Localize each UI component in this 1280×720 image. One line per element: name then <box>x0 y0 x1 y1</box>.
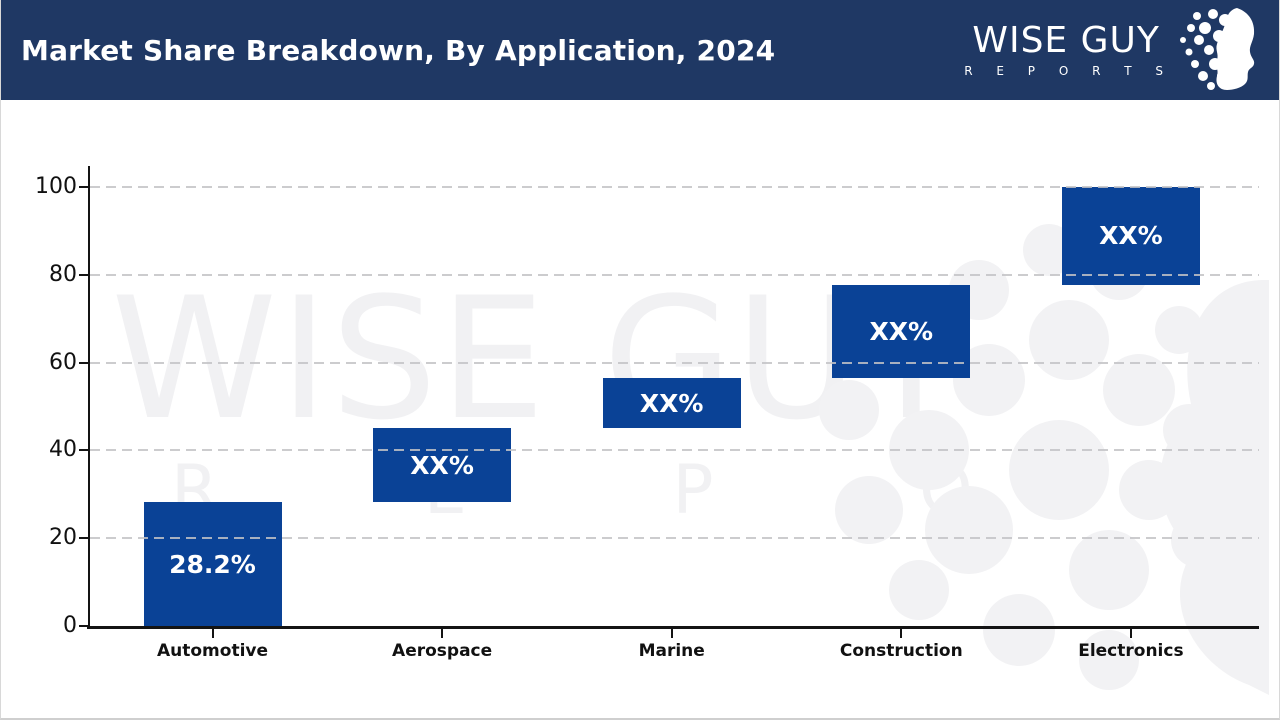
gridline-40 <box>90 449 1259 452</box>
wiseguy-logo: WISE GUY R E P O R T S <box>959 6 1255 94</box>
bar-value-label: XX% <box>869 317 934 347</box>
x-tick-mark-marine <box>670 629 673 638</box>
chart-area: WISE GUY R E P O R T S 02040608010028.2%… <box>1 100 1279 718</box>
x-tick-mark-aerospace <box>441 629 444 638</box>
y-tick-mark-60 <box>79 361 88 364</box>
bar-value-label: 28.2% <box>169 549 256 579</box>
y-tick-mark-100 <box>79 186 88 188</box>
bar-electronics: XX% <box>1061 187 1200 285</box>
logo-text: WISE GUY R E P O R T S <box>959 19 1173 78</box>
y-tick-label-60: 60 <box>49 349 77 375</box>
y-tick-mark-40 <box>79 449 88 452</box>
x-axis-line <box>87 626 1259 629</box>
gridline-60 <box>90 361 1259 364</box>
gridline-20 <box>90 537 1259 540</box>
chart-title: Market Share Breakdown, By Application, … <box>21 33 776 67</box>
y-tick-mark-0 <box>79 625 88 627</box>
bar-aerospace: XX% <box>373 428 512 503</box>
y-axis-line <box>88 166 90 629</box>
bar-marine: XX% <box>602 378 741 429</box>
y-tick-mark-20 <box>79 537 88 540</box>
logo-wordmark: WISE GUY <box>972 19 1160 61</box>
x-tick-mark-automotive <box>211 629 214 638</box>
gridline-80 <box>90 273 1259 276</box>
x-category-label-aerospace: Aerospace <box>392 641 493 661</box>
x-category-label-electronics: Electronics <box>1078 641 1184 661</box>
bar-automotive: 28.2% <box>143 502 282 626</box>
gridline-100 <box>90 186 1259 188</box>
y-tick-label-0: 0 <box>63 613 77 638</box>
y-tick-mark-80 <box>79 273 88 276</box>
y-tick-label-80: 80 <box>49 261 77 287</box>
x-category-label-construction: Construction <box>839 641 963 661</box>
x-category-label-automotive: Automotive <box>156 641 269 661</box>
logo-subtitle: R E P O R T S <box>964 63 1173 78</box>
bar-construction: XX% <box>832 284 971 379</box>
bar-value-label: XX% <box>639 388 704 418</box>
bar-value-label: XX% <box>410 450 474 480</box>
header: Market Share Breakdown, By Application, … <box>1 0 1279 100</box>
y-tick-label-40: 40 <box>49 437 77 463</box>
x-tick-mark-electronics <box>1129 629 1132 638</box>
x-category-label-marine: Marine <box>638 641 705 661</box>
bar-value-label: XX% <box>1099 221 1163 251</box>
logo-face-icon <box>1180 8 1255 90</box>
y-tick-label-20: 20 <box>49 525 77 551</box>
y-tick-label-100: 100 <box>35 174 77 199</box>
x-tick-mark-construction <box>900 629 903 638</box>
